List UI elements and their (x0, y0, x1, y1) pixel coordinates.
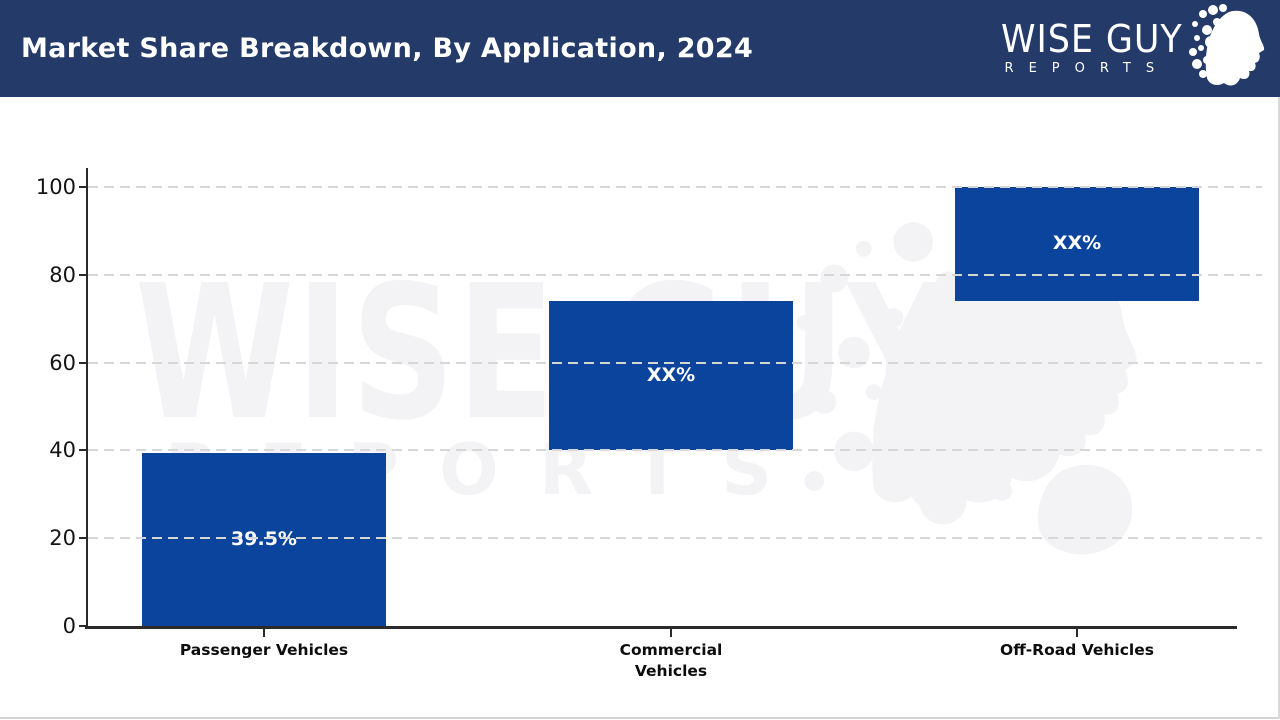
x-tick-mark (263, 629, 265, 637)
gridline-20 (88, 537, 1262, 539)
y-tick-mark (79, 186, 87, 188)
bar-value-label: XX% (646, 363, 696, 386)
x-tick-mark (670, 629, 672, 637)
brand-logo: WISE GUY REPORTS (1000, 4, 1270, 92)
gridline-100 (88, 186, 1262, 188)
bar-3 (955, 187, 1199, 301)
y-tick-label: 100 (35, 175, 76, 199)
y-tick-label: 80 (49, 263, 76, 287)
y-axis-line (86, 168, 88, 628)
category-label: Passenger Vehicles (179, 641, 349, 659)
bar-2 (549, 301, 793, 450)
x-axis-line (85, 626, 1237, 629)
bar-1 (142, 453, 386, 626)
header-bar: Market Share Breakdown, By Application, … (0, 0, 1280, 97)
page-title: Market Share Breakdown, By Application, … (21, 33, 754, 64)
y-tick-mark (79, 274, 87, 276)
y-tick-mark (79, 449, 87, 451)
bar-value-label: XX% (1052, 232, 1102, 254)
brand-wordmark: WISE GUY (1000, 16, 1183, 61)
bar-value-label: 39.5% (231, 527, 297, 550)
brand-subtext: REPORTS (1004, 61, 1170, 77)
y-tick-mark (79, 625, 87, 627)
watermark-wordmark: WISE GUY (135, 245, 954, 461)
y-tick-mark (79, 537, 87, 539)
right-edge-line (1278, 97, 1280, 719)
bottom-edge-line (0, 717, 1280, 719)
y-tick-label: 0 (62, 614, 76, 638)
x-tick-mark (1076, 629, 1078, 637)
y-tick-label: 60 (49, 351, 76, 375)
gridline-40 (88, 449, 1262, 451)
y-tick-label: 40 (49, 438, 76, 462)
watermark-face-icon (765, 222, 1180, 576)
gridline-60 (88, 362, 1262, 364)
category-label: Off-Road Vehicles (1000, 641, 1154, 659)
y-tick-mark (79, 362, 87, 364)
brand-logo-text: WISE GUY REPORTS (1000, 16, 1198, 77)
category-label: Commercial Vehicles (619, 641, 723, 680)
gridline-80 (88, 274, 1262, 276)
y-tick-label: 20 (49, 526, 76, 550)
brand-face-icon (1184, 4, 1270, 92)
